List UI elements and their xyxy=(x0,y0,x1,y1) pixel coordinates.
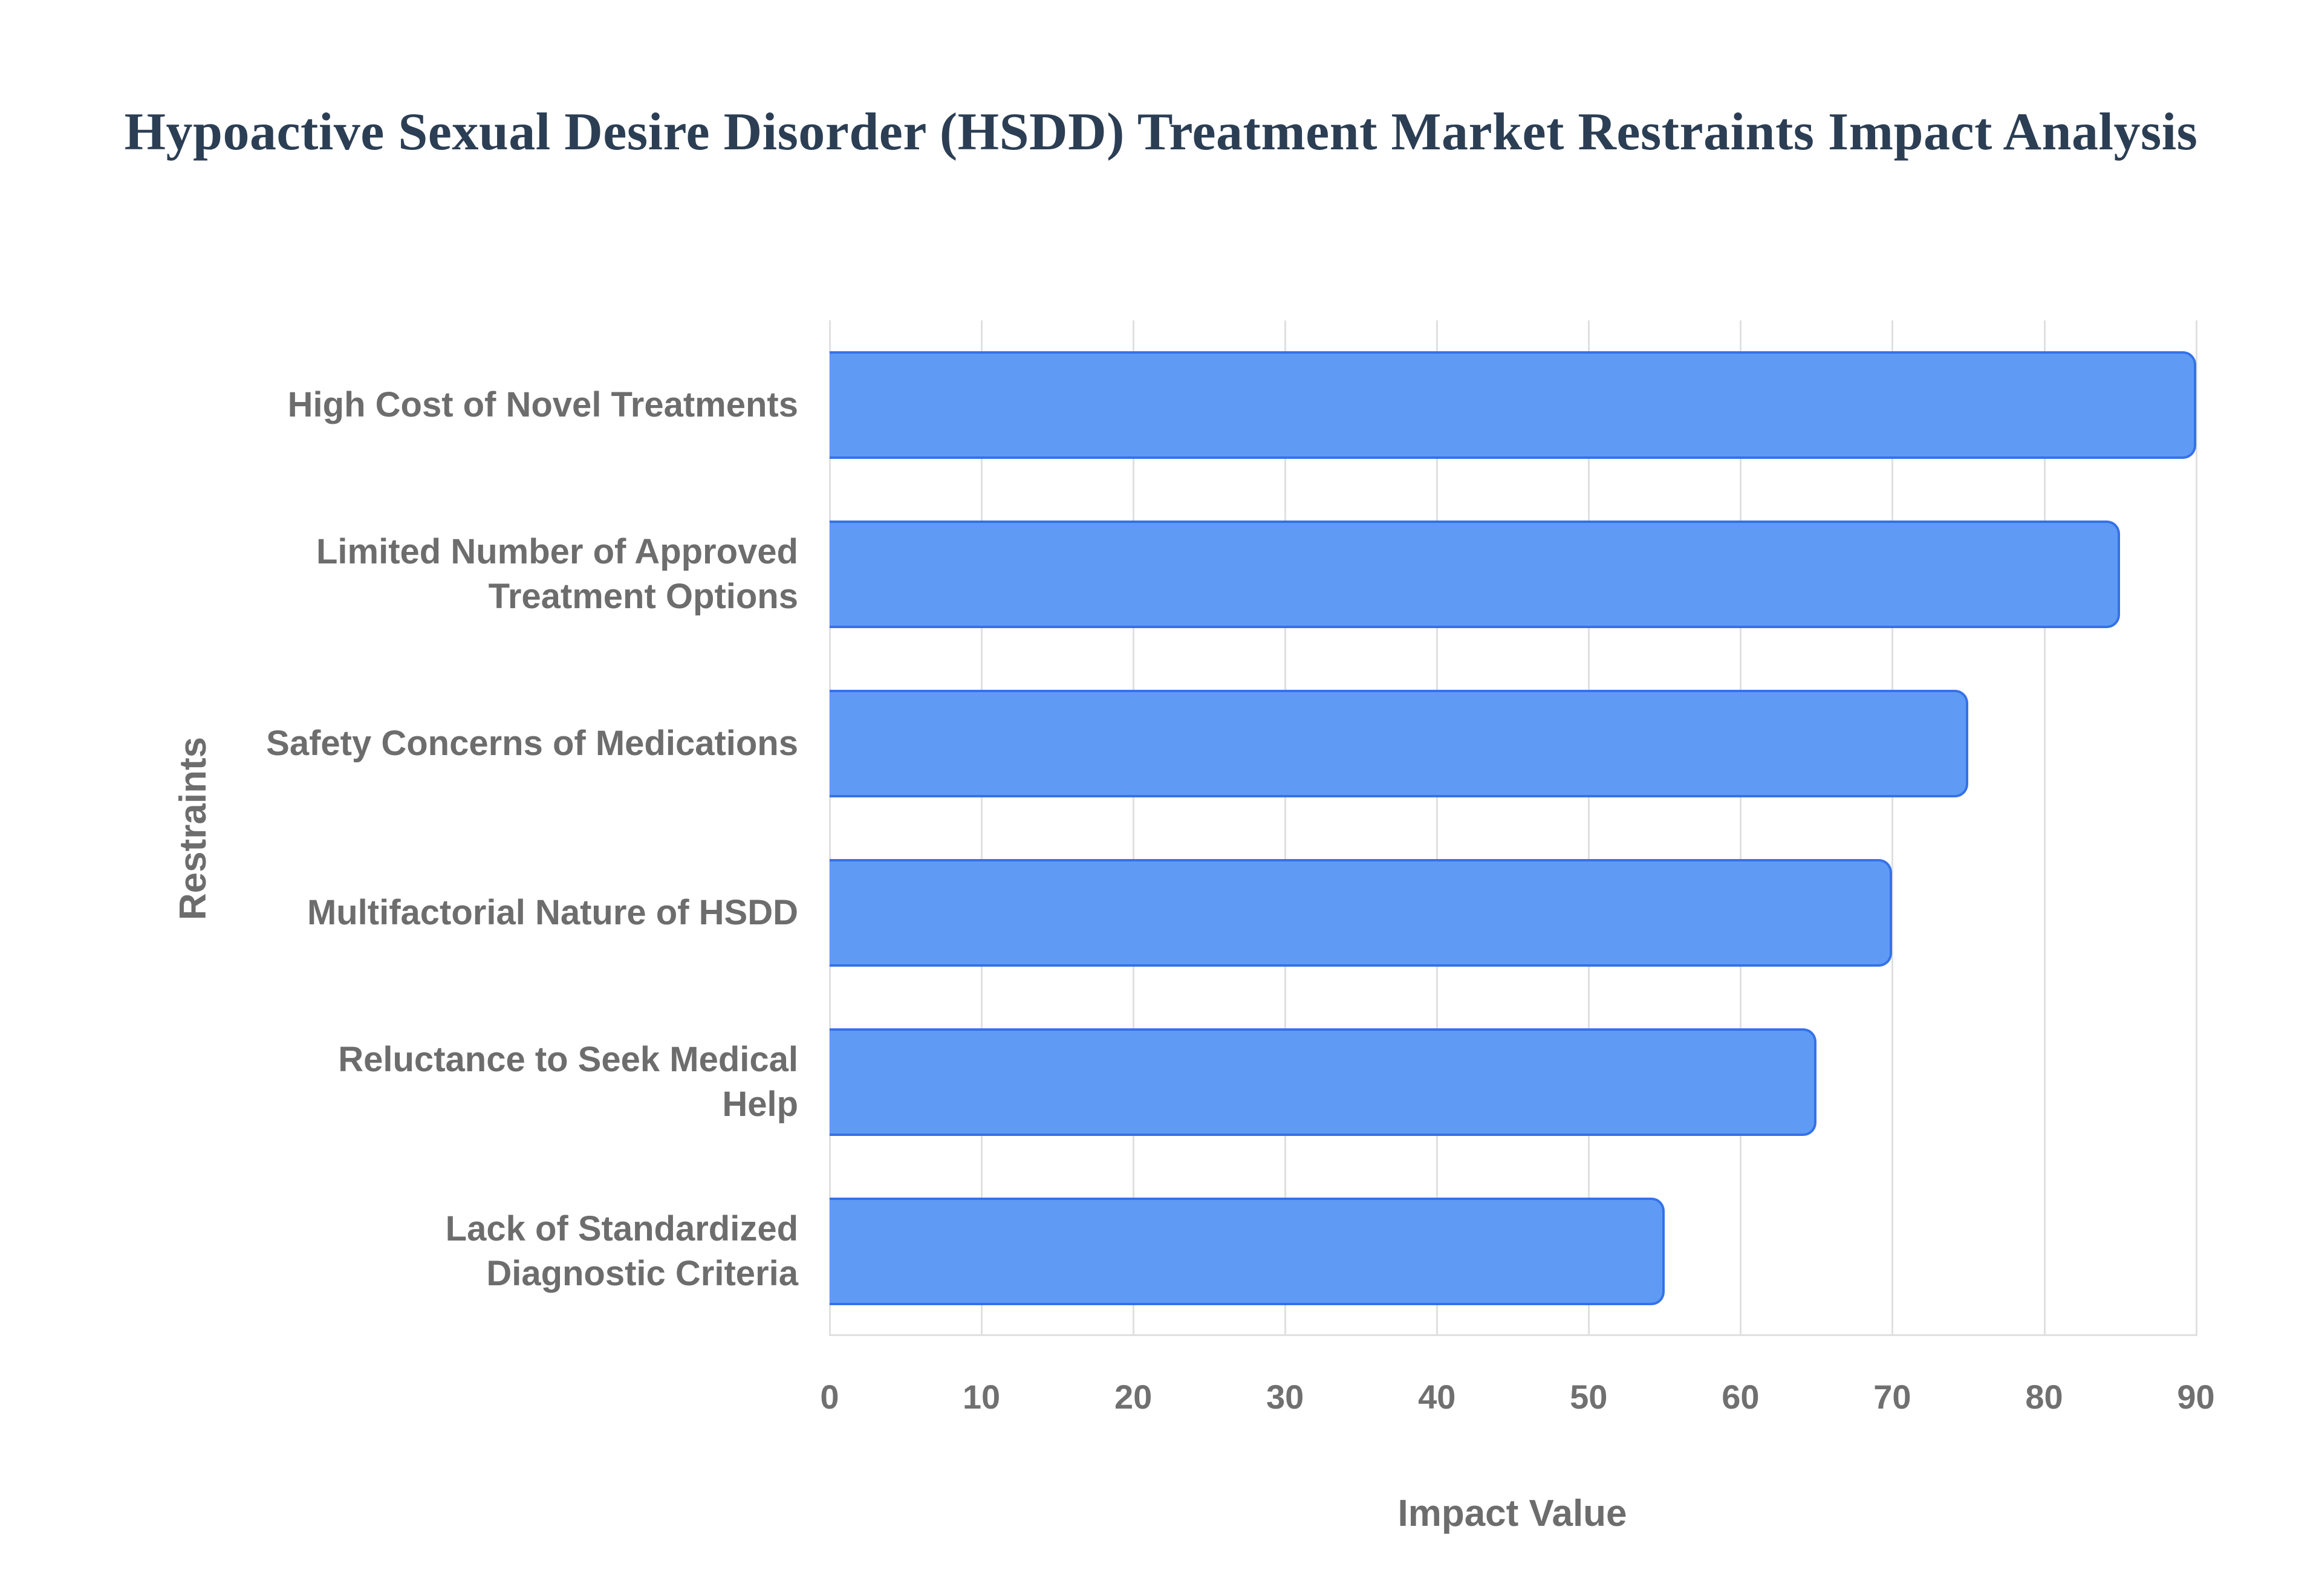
plot-area xyxy=(829,320,2257,1336)
bar-2[interactable] xyxy=(830,521,2121,628)
category-label-5: Reluctance to Seek Medical Help xyxy=(338,1039,798,1124)
gridline xyxy=(1436,320,1439,1336)
gridline xyxy=(1740,320,1742,1336)
bar-row xyxy=(830,828,2257,997)
bar-row xyxy=(830,997,2257,1167)
x-tick-label-30: 30 xyxy=(1266,1378,1304,1416)
chart-title: Hypoactive Sexual Desire Disorder (HSDD)… xyxy=(124,103,2198,161)
y-axis-title-text: Restraints xyxy=(172,736,215,920)
bar-3[interactable] xyxy=(830,690,1968,797)
bar-1[interactable] xyxy=(830,351,2196,459)
category-label-row: Reluctance to Seek Medical Help xyxy=(91,997,798,1167)
bar-row xyxy=(830,659,2257,828)
x-tick-label-10: 10 xyxy=(962,1378,1001,1416)
category-label-row: Limited Number of Approved Treatment Opt… xyxy=(91,490,798,659)
category-label-row: Safety Concerns of Medications xyxy=(91,659,798,828)
bar-row xyxy=(830,1167,2257,1336)
bar-rows xyxy=(830,320,2257,1336)
gridline xyxy=(2043,320,2046,1336)
bar-4[interactable] xyxy=(830,859,1893,967)
category-label-row: High Cost of Novel Treatments xyxy=(91,320,798,490)
x-tick-label-90: 90 xyxy=(2177,1378,2215,1416)
gridline xyxy=(2195,320,2197,1336)
x-tick-label-80: 80 xyxy=(2025,1378,2063,1416)
bar-row xyxy=(830,320,2257,490)
gridline xyxy=(1133,320,1135,1336)
category-label-row: Lack of Standardized Diagnostic Criteria xyxy=(91,1167,798,1336)
gridline xyxy=(981,320,983,1336)
category-label-2: Limited Number of Approved Treatment Opt… xyxy=(316,531,798,616)
category-label-6: Lack of Standardized Diagnostic Criteria xyxy=(445,1208,798,1293)
x-axis-title: Impact Value xyxy=(1397,1493,1627,1534)
gridline xyxy=(1284,320,1287,1336)
x-axis-line xyxy=(830,1334,2197,1336)
category-label-3: Safety Concerns of Medications xyxy=(266,723,798,763)
x-tick-label-20: 20 xyxy=(1114,1378,1153,1416)
x-tick-label-40: 40 xyxy=(1418,1378,1456,1416)
bar-row xyxy=(830,490,2257,659)
gridline xyxy=(1588,320,1590,1336)
bar-6[interactable] xyxy=(830,1198,1665,1305)
x-tick-label-50: 50 xyxy=(1570,1378,1608,1416)
x-tick-label-0: 0 xyxy=(820,1378,839,1416)
x-tick-label-60: 60 xyxy=(1722,1378,1760,1416)
category-labels: High Cost of Novel Treatments Limited Num… xyxy=(91,320,798,1336)
x-tick-label-70: 70 xyxy=(1873,1378,1911,1416)
gridline xyxy=(1891,320,1894,1336)
bar-5[interactable] xyxy=(830,1028,1816,1136)
category-label-4: Multifactorial Nature of HSDD xyxy=(307,892,798,932)
category-label-1: High Cost of Novel Treatments xyxy=(287,384,798,424)
x-tick-labels: 0 10 20 30 40 50 60 70 80 90 xyxy=(820,1377,2257,1432)
gridline xyxy=(829,320,831,1336)
category-label-row: Multifactorial Nature of HSDD xyxy=(91,828,798,997)
